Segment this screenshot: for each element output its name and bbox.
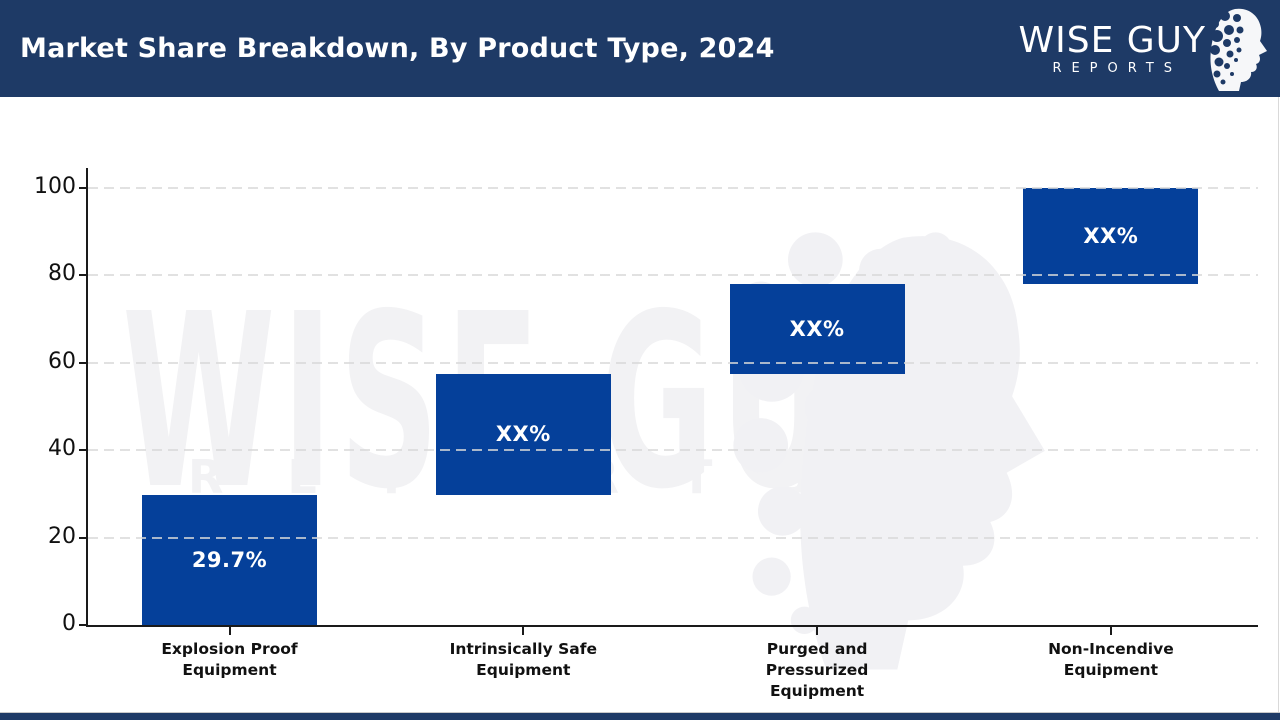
- y-tickmark-20: [79, 536, 86, 539]
- category-label-4: Non-Incendive Equipment: [971, 639, 1251, 681]
- y-tick-label-0: 0: [62, 611, 76, 636]
- logo-head-icon: [1210, 8, 1267, 92]
- wise-guy-reports-logo: WISE GUY REPORTS: [1019, 6, 1269, 92]
- logo-line2: REPORTS: [1052, 60, 1183, 76]
- category-label-line: Non-Incendive: [1048, 640, 1174, 658]
- bar-4: XX%: [1023, 188, 1199, 284]
- bar-value-label-3: XX%: [789, 316, 845, 341]
- y-tick-label-80: 80: [48, 261, 76, 287]
- y-tickmark-60: [79, 361, 86, 364]
- x-tickmark-1: [228, 627, 231, 635]
- gridline-y80: [88, 274, 1258, 277]
- bar-value-label-4: XX%: [1083, 223, 1139, 248]
- category-label-line: Equipment: [476, 661, 571, 679]
- category-label-3: Purged and Pressurized Equipment: [677, 639, 957, 702]
- bar-3: XX%: [729, 283, 905, 374]
- bar-2: XX%: [435, 373, 611, 496]
- category-label-line: Intrinsically Safe: [449, 640, 597, 658]
- y-tick-label-100: 100: [34, 174, 76, 199]
- category-label-2: Intrinsically Safe Equipment: [383, 639, 663, 681]
- bar-value-label-1: 29.7%: [191, 548, 268, 573]
- x-axis-line: [86, 625, 1258, 627]
- gridline-y100: [88, 187, 1258, 189]
- y-tick-label-40: 40: [48, 436, 76, 462]
- y-tickmark-80: [79, 274, 86, 277]
- y-tick-label-20: 20: [48, 523, 76, 549]
- y-axis-line: [86, 168, 88, 627]
- category-label-line: Purged and: [766, 640, 868, 658]
- category-label-line: Pressurized: [765, 661, 869, 679]
- logo-wordmark: WISE GUY REPORTS: [1019, 22, 1207, 76]
- logo-line1: WISE GUY: [1018, 20, 1206, 62]
- bar-value-label-2: XX%: [495, 422, 551, 447]
- frame-right-border: [1278, 97, 1279, 712]
- gridline-y40: [88, 449, 1258, 452]
- category-label-line: Equipment: [769, 682, 865, 700]
- x-tickmark-4: [1109, 627, 1112, 635]
- footer-hairline: [0, 712, 1280, 713]
- gridline-y60: [88, 361, 1258, 364]
- category-label-line: Explosion Proof: [161, 640, 298, 658]
- category-label-line: Equipment: [1063, 661, 1158, 679]
- x-tickmark-2: [522, 627, 525, 635]
- x-tickmark-3: [816, 627, 819, 635]
- y-tickmark-0: [79, 624, 86, 626]
- y-tickmark-100: [79, 187, 86, 189]
- category-label-1: Explosion Proof Equipment: [90, 639, 370, 681]
- bar-1: 29.7%: [142, 495, 317, 625]
- footer-band: [0, 713, 1280, 720]
- header-band: Market Share Breakdown, By Product Type,…: [0, 0, 1280, 97]
- y-tickmark-40: [79, 449, 86, 452]
- y-tick-label-60: 60: [48, 348, 76, 374]
- chart-title: Market Share Breakdown, By Product Type,…: [20, 33, 775, 64]
- gridline-y20: [88, 536, 1258, 539]
- category-label-line: Equipment: [182, 661, 277, 679]
